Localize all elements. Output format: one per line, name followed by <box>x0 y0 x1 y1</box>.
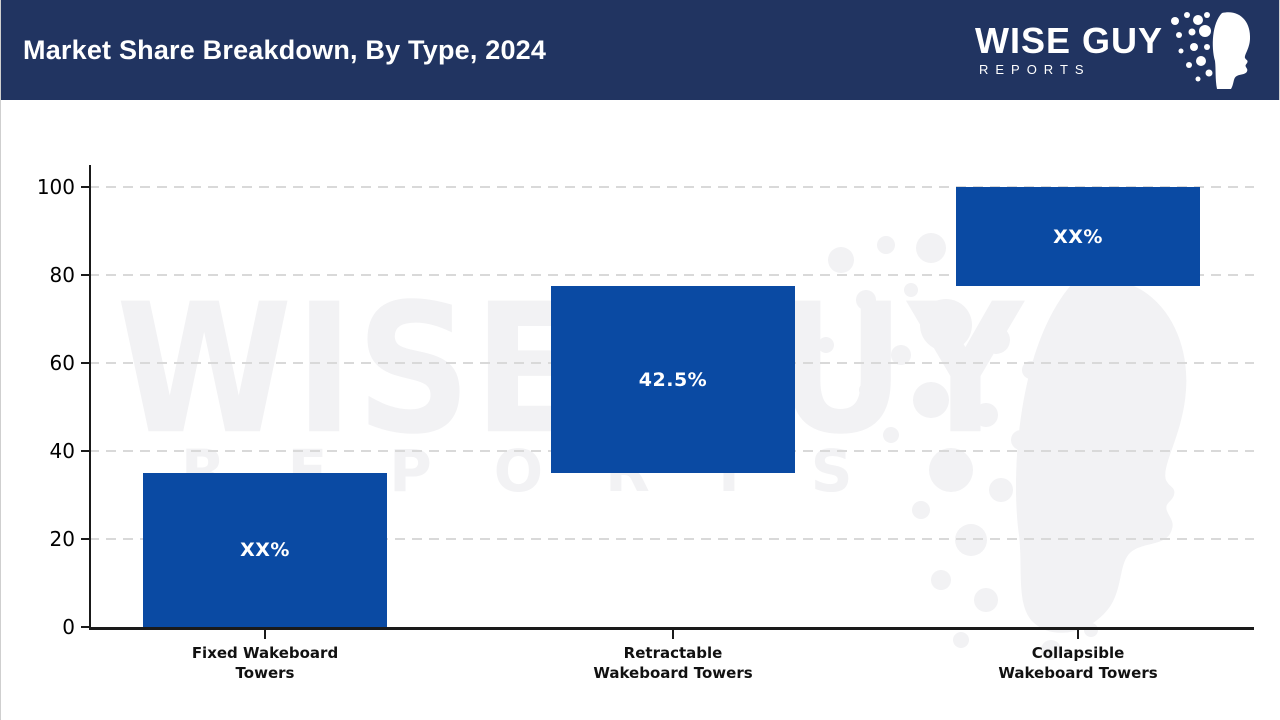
y-tick-label-60: 60 <box>49 351 75 375</box>
logo-name: WISE GUY <box>974 20 1163 61</box>
x-tick-2 <box>1077 630 1079 639</box>
y-tick-40 <box>81 450 89 452</box>
x-tick-1 <box>672 630 674 639</box>
y-tick-label-40: 40 <box>49 439 75 463</box>
category-label-line: Wakeboard Towers <box>593 664 753 682</box>
category-label-line: Collapsible <box>1031 644 1125 662</box>
logo-text: WISE GUY REPORTS <box>974 20 1163 78</box>
y-tick-20 <box>81 538 89 540</box>
logo-face-icon <box>1171 12 1251 90</box>
y-tick-0 <box>81 626 89 628</box>
category-label-line: Wakeboard Towers <box>998 664 1158 682</box>
bar-segment-1: 42.5% <box>551 286 795 473</box>
wise-guy-logo: WISE GUY REPORTS <box>975 7 1253 93</box>
plot-region: WISE GUY REPORTS 0 20 40 60 80 100 XX% 42.5% XX%… <box>1 100 1280 720</box>
gridline-y100 <box>89 186 1254 188</box>
category-label-2: Collapsible Wakeboard Towers <box>918 643 1238 683</box>
bar-segment-0: XX% <box>143 473 387 627</box>
y-tick-label-80: 80 <box>49 263 75 287</box>
watermark-face-icon <box>818 233 1187 660</box>
chart-title: Market Share Breakdown, By Type, 2024 <box>23 34 547 65</box>
category-label-1: Retractable Wakeboard Towers <box>513 643 833 683</box>
category-label-0: Fixed Wakeboard Towers <box>105 643 425 683</box>
y-tick-80 <box>81 274 89 276</box>
y-axis-line <box>89 165 91 630</box>
category-label-line: Retractable <box>623 644 723 662</box>
bar-value-label-0: XX% <box>240 539 290 561</box>
x-axis-line <box>89 627 1254 630</box>
y-tick-100 <box>81 186 89 188</box>
category-label-line: Towers <box>235 664 295 682</box>
category-label-line: Fixed Wakeboard <box>191 644 339 662</box>
logo-subtitle: REPORTS <box>978 62 1091 77</box>
y-tick-label-0: 0 <box>62 615 75 639</box>
gridline-y20 <box>89 538 1254 540</box>
header-band: Market Share Breakdown, By Type, 2024 WI… <box>1 0 1279 100</box>
bar-value-label-1: 42.5% <box>638 368 708 391</box>
y-tick-label-20: 20 <box>49 527 75 551</box>
gridline-y80 <box>89 274 1254 276</box>
bar-segment-2: XX% <box>956 187 1200 286</box>
y-tick-label-100: 100 <box>36 175 75 199</box>
y-tick-60 <box>81 362 89 364</box>
bar-value-label-2: XX% <box>1053 225 1103 248</box>
x-tick-0 <box>264 630 266 639</box>
